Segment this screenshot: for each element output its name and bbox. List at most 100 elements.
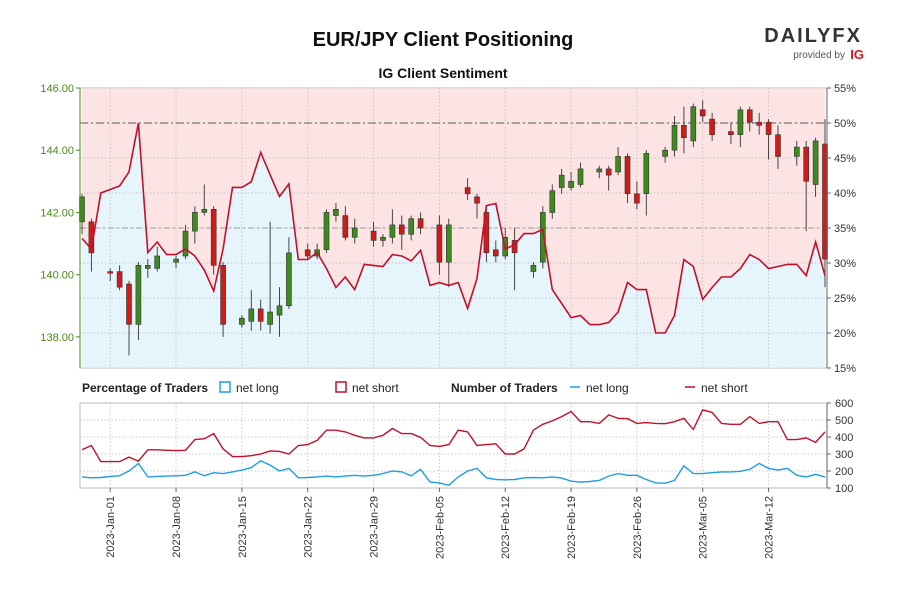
candle-body — [605, 168, 612, 176]
candle — [568, 172, 574, 191]
candle — [342, 206, 349, 241]
candle-body — [323, 212, 330, 250]
candle-body — [304, 249, 311, 257]
legend-count-short-label: net short — [701, 381, 748, 395]
date-tick-label: 2023-Feb-26 — [632, 496, 644, 559]
candle-body — [596, 168, 603, 173]
candle — [436, 215, 443, 275]
candle-body — [436, 224, 443, 263]
candle-body — [182, 230, 189, 257]
count-tick-label: 300 — [835, 449, 853, 461]
candle-body — [558, 174, 565, 188]
net-short-area — [82, 88, 825, 333]
left-price-axis: 138.00 140.00 142.00 144.00 146.00 — [40, 83, 81, 368]
right-tick-label: 40% — [834, 188, 856, 200]
candle — [474, 193, 480, 219]
candle-body — [192, 212, 198, 232]
candle — [793, 140, 800, 166]
date-tick-label: 2023-Feb-05 — [434, 496, 446, 559]
candle-body — [286, 252, 292, 307]
candle-body — [634, 193, 640, 204]
date-tick-label: 2023-Feb-19 — [566, 496, 578, 559]
candle — [615, 147, 621, 176]
candle — [671, 116, 678, 157]
candle-body — [690, 106, 697, 142]
candle — [220, 262, 226, 337]
candle-body — [267, 311, 273, 325]
net-short-count-line — [81, 408, 826, 463]
candle — [107, 268, 113, 281]
candle — [380, 234, 386, 247]
candle-body — [793, 146, 800, 157]
candle-body — [681, 125, 687, 139]
date-tick-label: 2023-Jan-29 — [369, 496, 381, 558]
candle — [267, 221, 273, 334]
candle-body — [257, 308, 264, 322]
date-tick-label: 2023-Mar-05 — [698, 496, 710, 559]
candle — [445, 218, 452, 288]
chart-title: EUR/JPY Client Positioning — [313, 29, 574, 51]
candle-body — [220, 264, 226, 325]
candle — [605, 165, 612, 191]
left-tick-label: 138.00 — [40, 332, 74, 344]
candle-body — [276, 305, 283, 316]
right-tick-label: 50% — [834, 118, 856, 130]
candle — [634, 181, 640, 210]
right-tick-label: 35% — [834, 223, 856, 235]
candle — [398, 215, 405, 250]
left-tick-label: 142.00 — [40, 207, 74, 219]
candle-body — [746, 109, 753, 123]
right-tick-label: 25% — [834, 293, 856, 305]
candle — [116, 265, 123, 291]
candle — [492, 240, 499, 263]
candlestick-series — [79, 100, 828, 356]
candle — [737, 106, 744, 148]
candle — [596, 165, 603, 179]
candle — [709, 112, 715, 141]
candle — [333, 203, 339, 222]
candle-body — [342, 215, 349, 238]
candle — [699, 100, 706, 123]
candle-body — [812, 140, 819, 185]
candle — [210, 206, 217, 275]
candle-body — [775, 134, 781, 157]
count-tick-label: 200 — [835, 466, 853, 478]
candle — [558, 168, 565, 194]
candle-body — [445, 224, 452, 263]
candle-body — [803, 146, 810, 182]
candle-body — [474, 196, 480, 204]
chart-subtitle: IG Client Sentiment — [378, 65, 507, 81]
legend-percentage-heading: Percentage of Traders — [82, 381, 208, 395]
candle-body — [577, 168, 584, 185]
candle-body — [417, 218, 424, 229]
candle — [765, 119, 772, 160]
right-tick-label: 45% — [834, 153, 856, 165]
count-axis: 100 200 300 400 500 600 — [826, 398, 853, 495]
right-tick-label: 55% — [834, 83, 856, 95]
candle-body — [737, 109, 744, 136]
legend-net-short-swatch — [335, 381, 347, 393]
candle — [624, 153, 631, 204]
right-percentage-axis: 15% 20% 25% 30% 35% 40% 45% 50% 55% — [826, 83, 856, 375]
right-tick-label: 30% — [834, 258, 856, 270]
candle — [483, 209, 490, 263]
candle-body — [492, 249, 499, 257]
candle-body — [699, 109, 706, 117]
candle — [549, 184, 556, 219]
left-tick-label: 144.00 — [40, 145, 74, 157]
count-tick-label: 500 — [835, 415, 853, 427]
candle — [201, 184, 208, 216]
candle-body — [671, 125, 678, 151]
candle — [257, 299, 264, 331]
candle — [690, 103, 697, 148]
candle — [154, 246, 160, 272]
candle — [577, 162, 584, 188]
net-long-count-line — [81, 459, 826, 487]
candle-body — [351, 227, 358, 238]
candle-body — [709, 118, 715, 135]
candle — [417, 212, 424, 235]
legend-net-short-label: net short — [352, 381, 399, 395]
candle — [662, 147, 668, 163]
candle-body — [116, 271, 123, 288]
